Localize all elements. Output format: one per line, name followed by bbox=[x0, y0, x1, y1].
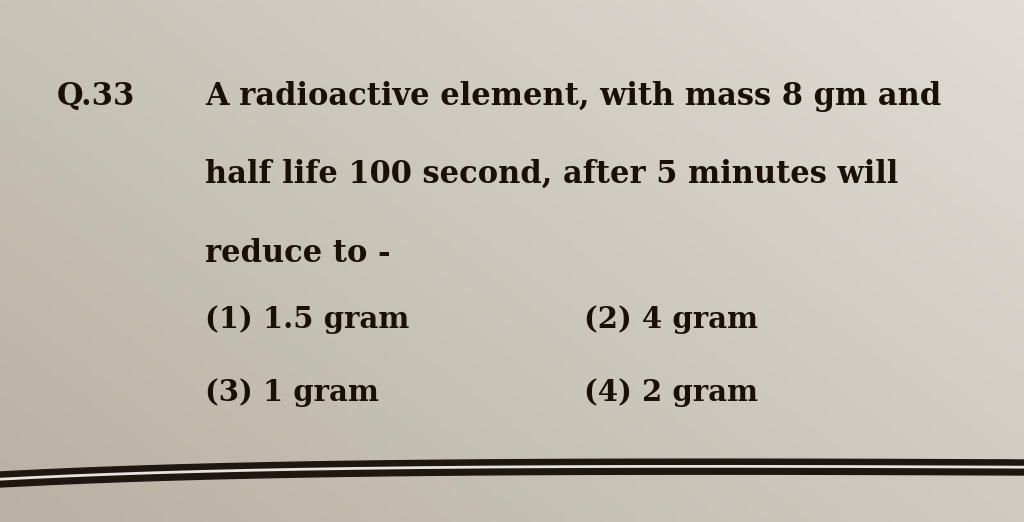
Text: (2) 4 gram: (2) 4 gram bbox=[584, 305, 758, 335]
Text: (1) 1.5 gram: (1) 1.5 gram bbox=[205, 305, 409, 335]
Text: (3) 1 gram: (3) 1 gram bbox=[205, 378, 379, 408]
Text: Q.33: Q.33 bbox=[56, 81, 135, 112]
Text: (4) 2 gram: (4) 2 gram bbox=[584, 378, 758, 408]
Text: half life 100 second, after 5 minutes will: half life 100 second, after 5 minutes wi… bbox=[205, 159, 898, 190]
Text: reduce to -: reduce to - bbox=[205, 238, 390, 268]
Text: A radioactive element, with mass 8 gm and: A radioactive element, with mass 8 gm an… bbox=[205, 81, 941, 112]
